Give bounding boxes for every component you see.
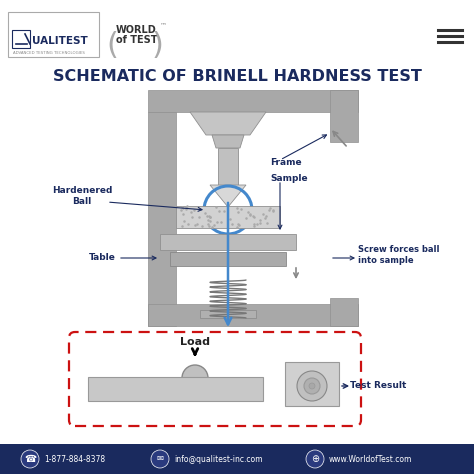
Bar [330, 90, 358, 142]
Text: Frame: Frame [270, 157, 301, 166]
Bar [160, 234, 296, 250]
Text: of TEST: of TEST [116, 35, 157, 45]
Text: UALITEST: UALITEST [32, 36, 88, 46]
Text: ): ) [152, 30, 164, 60]
Text: ✉: ✉ [156, 455, 164, 464]
Text: www.WorldofTest.com: www.WorldofTest.com [329, 455, 412, 464]
Circle shape [182, 365, 208, 391]
Bar [148, 90, 358, 112]
Bar [285, 362, 339, 406]
Bar [176, 206, 280, 228]
Circle shape [309, 383, 315, 389]
Text: 1-877-884-8378: 1-877-884-8378 [44, 455, 105, 464]
Bar [330, 298, 358, 326]
Polygon shape [210, 185, 246, 207]
Circle shape [304, 378, 320, 394]
Bar [148, 112, 176, 326]
Text: (: ( [106, 30, 118, 60]
Text: Table: Table [89, 254, 116, 263]
Text: SCHEMATIC OF BRINELL HARDNESS TEST: SCHEMATIC OF BRINELL HARDNESS TEST [53, 69, 421, 83]
Circle shape [297, 371, 327, 401]
Text: Screw forces ball
into sample: Screw forces ball into sample [358, 245, 439, 265]
FancyBboxPatch shape [9, 11, 100, 56]
Text: ☎: ☎ [24, 454, 36, 464]
Text: Test Result: Test Result [350, 382, 406, 391]
Text: ADVANCED TESTING TECHNOLOGIES: ADVANCED TESTING TECHNOLOGIES [13, 51, 85, 55]
Circle shape [151, 450, 169, 468]
Text: Load: Load [180, 337, 210, 347]
FancyBboxPatch shape [69, 332, 361, 426]
Text: info@qualitest-inc.com: info@qualitest-inc.com [174, 455, 263, 464]
Bar [0, 444, 474, 474]
Text: Hardenered
Ball: Hardenered Ball [52, 186, 112, 206]
Text: ⊕: ⊕ [311, 454, 319, 464]
FancyBboxPatch shape [12, 30, 30, 48]
Bar [148, 304, 358, 326]
Bar [170, 252, 286, 266]
Circle shape [21, 450, 39, 468]
Bar [88, 377, 263, 401]
Circle shape [306, 450, 324, 468]
Polygon shape [212, 135, 244, 148]
Text: ™: ™ [160, 22, 167, 28]
Bar [218, 148, 238, 185]
Text: WORLD: WORLD [116, 25, 157, 35]
Text: D: D [210, 376, 216, 385]
Text: Sample: Sample [270, 173, 308, 182]
Polygon shape [190, 112, 266, 135]
Bar [200, 310, 256, 318]
